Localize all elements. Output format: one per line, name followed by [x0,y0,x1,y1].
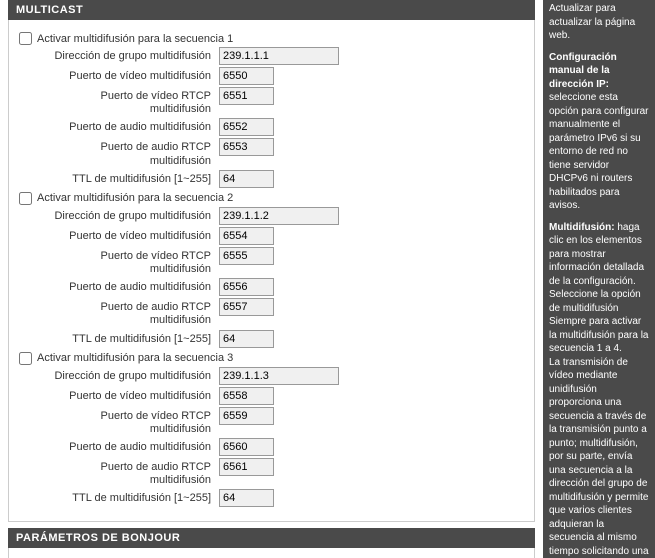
main-panel: MULTICAST Activar multidifusión para la … [0,0,543,558]
multicast-field-input[interactable] [219,438,274,456]
multicast-field-label: Dirección de grupo multidifusión [39,367,219,383]
help-multicast: Multidifusión: haga clic en los elemento… [549,221,649,558]
multicast-enable-label-2: Activar multidifusión para la secuencia … [37,192,233,204]
multicast-field-label: Puerto de audio multidifusión [39,278,219,294]
multicast-field-label: Puerto de vídeo multidifusión [39,67,219,83]
multicast-field-label: Puerto de vídeo RTCP multidifusión [39,407,219,436]
multicast-field-input[interactable] [219,227,274,245]
help-manual-ip: Configuración manual de la dirección IP:… [549,51,649,213]
multicast-enable-label-1: Activar multidifusión para la secuencia … [37,33,233,45]
multicast-field-label: Puerto de vídeo multidifusión [39,227,219,243]
multicast-field-input[interactable] [219,330,274,348]
multicast-field-label: Puerto de vídeo RTCP multidifusión [39,247,219,276]
multicast-field-label: Dirección de grupo multidifusión [39,207,219,223]
help-refresh: Actualizar para actualizar la página web… [549,2,649,43]
bonjour-header: PARÁMETROS DE BONJOUR [8,528,535,548]
multicast-field-label: Puerto de audio RTCP multidifusión [39,298,219,327]
multicast-field-input[interactable] [219,170,274,188]
multicast-field-label: Puerto de audio multidifusión [39,118,219,134]
multicast-field-input[interactable] [219,367,339,385]
multicast-field-label: TTL de multidifusión [1~255] [39,330,219,346]
multicast-field-input[interactable] [219,387,274,405]
multicast-header: MULTICAST [8,0,535,20]
bonjour-section: Ativar Bonjour Nombre de Bonjour 32 cara… [8,548,535,558]
multicast-field-input[interactable] [219,278,274,296]
multicast-field-input[interactable] [219,47,339,65]
multicast-field-input[interactable] [219,118,274,136]
multicast-field-input[interactable] [219,138,274,156]
multicast-field-input[interactable] [219,298,274,316]
multicast-field-input[interactable] [219,207,339,225]
multicast-field-label: TTL de multidifusión [1~255] [39,170,219,186]
multicast-enable-checkbox-3[interactable] [19,352,32,365]
multicast-field-label: Dirección de grupo multidifusión [39,47,219,63]
multicast-enable-label-3: Activar multidifusión para la secuencia … [37,352,233,364]
multicast-field-label: Puerto de vídeo multidifusión [39,387,219,403]
multicast-field-label: Puerto de audio multidifusión [39,438,219,454]
multicast-field-input[interactable] [219,67,274,85]
multicast-field-label: Puerto de audio RTCP multidifusión [39,458,219,487]
multicast-field-label: Puerto de vídeo RTCP multidifusión [39,87,219,116]
multicast-field-label: Puerto de audio RTCP multidifusión [39,138,219,167]
multicast-field-input[interactable] [219,489,274,507]
multicast-field-input[interactable] [219,407,274,425]
multicast-enable-checkbox-2[interactable] [19,192,32,205]
help-sidebar: Actualizar para actualizar la página web… [543,0,655,558]
multicast-section: Activar multidifusión para la secuencia … [8,20,535,522]
multicast-field-input[interactable] [219,247,274,265]
multicast-field-label: TTL de multidifusión [1~255] [39,489,219,505]
multicast-field-input[interactable] [219,458,274,476]
multicast-enable-checkbox-1[interactable] [19,32,32,45]
multicast-field-input[interactable] [219,87,274,105]
